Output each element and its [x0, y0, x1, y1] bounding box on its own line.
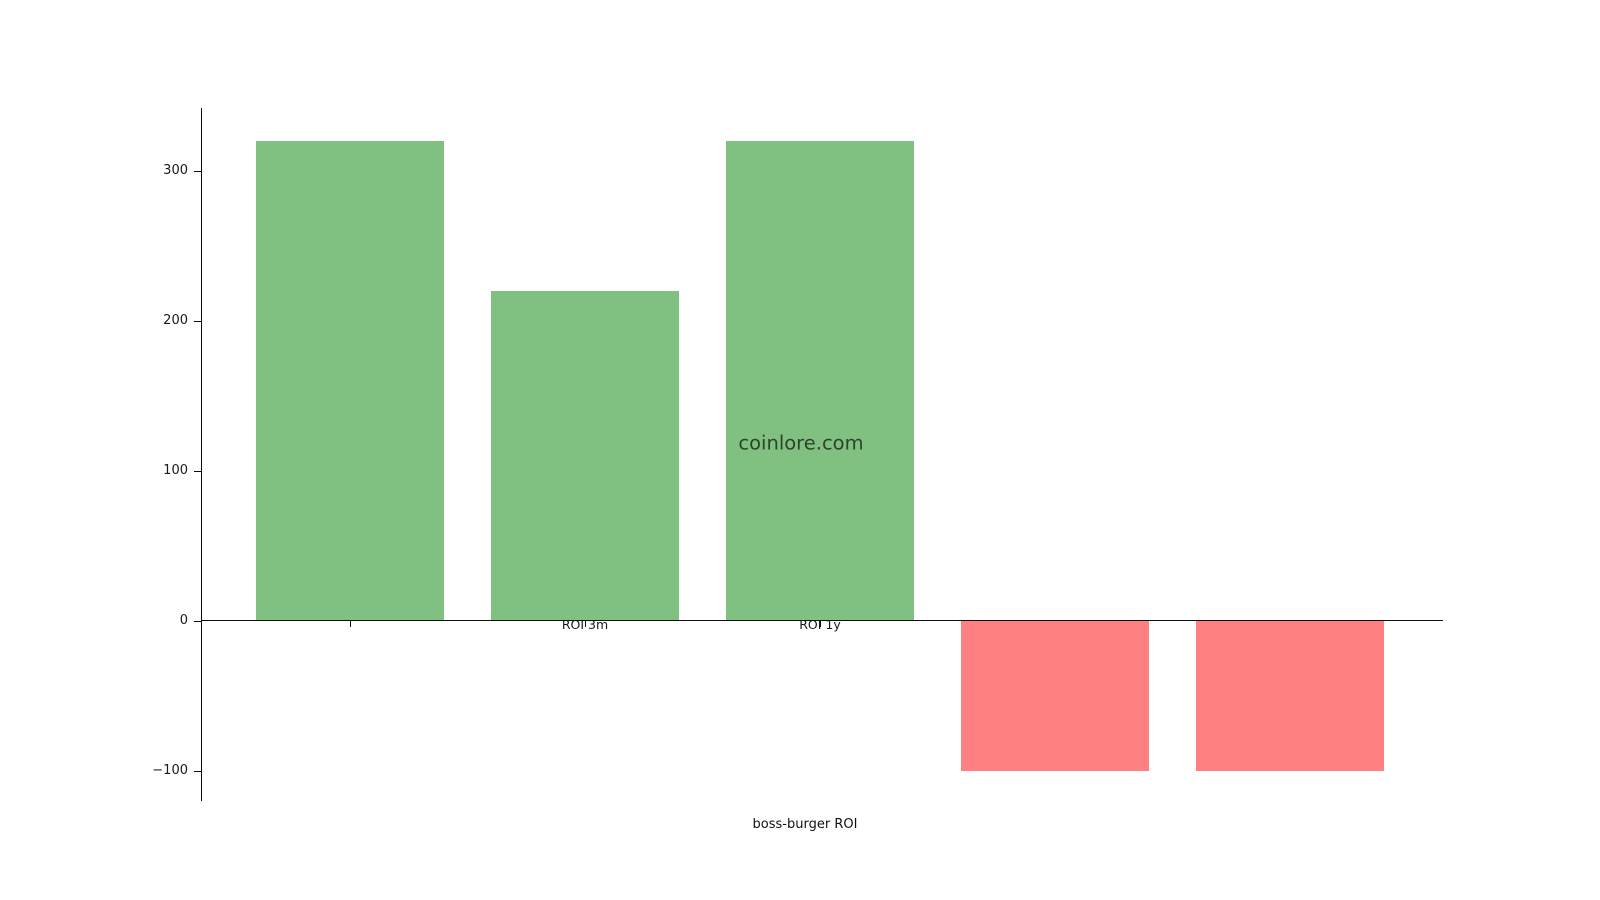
- y-tick-2: [194, 320, 201, 322]
- y-tick-4: [194, 620, 201, 622]
- bar-4: [961, 620, 1149, 771]
- x-axis-title: boss-burger ROI: [752, 817, 858, 832]
- bar-1: [256, 140, 444, 621]
- x-tick-2: [585, 620, 587, 627]
- bar-3: [726, 140, 914, 621]
- x-tick-3: [820, 620, 822, 627]
- x-axis-line: [201, 620, 1443, 622]
- y-tick-3: [194, 470, 201, 472]
- y-tick-label-5: −100: [152, 762, 188, 778]
- y-tick-label-4: 0: [179, 612, 188, 628]
- y-axis-line: [201, 108, 203, 801]
- bar-5: [1196, 620, 1384, 771]
- y-tick-1: [194, 170, 201, 172]
- y-tick-label-1: 300: [163, 162, 188, 178]
- watermark: coinlore.com: [738, 431, 864, 455]
- y-tick-label-2: 200: [163, 312, 188, 328]
- y-tick-label-3: 100: [163, 462, 188, 478]
- bar-2: [491, 290, 679, 621]
- y-tick-5: [194, 770, 201, 772]
- x-tick-1: [350, 620, 352, 627]
